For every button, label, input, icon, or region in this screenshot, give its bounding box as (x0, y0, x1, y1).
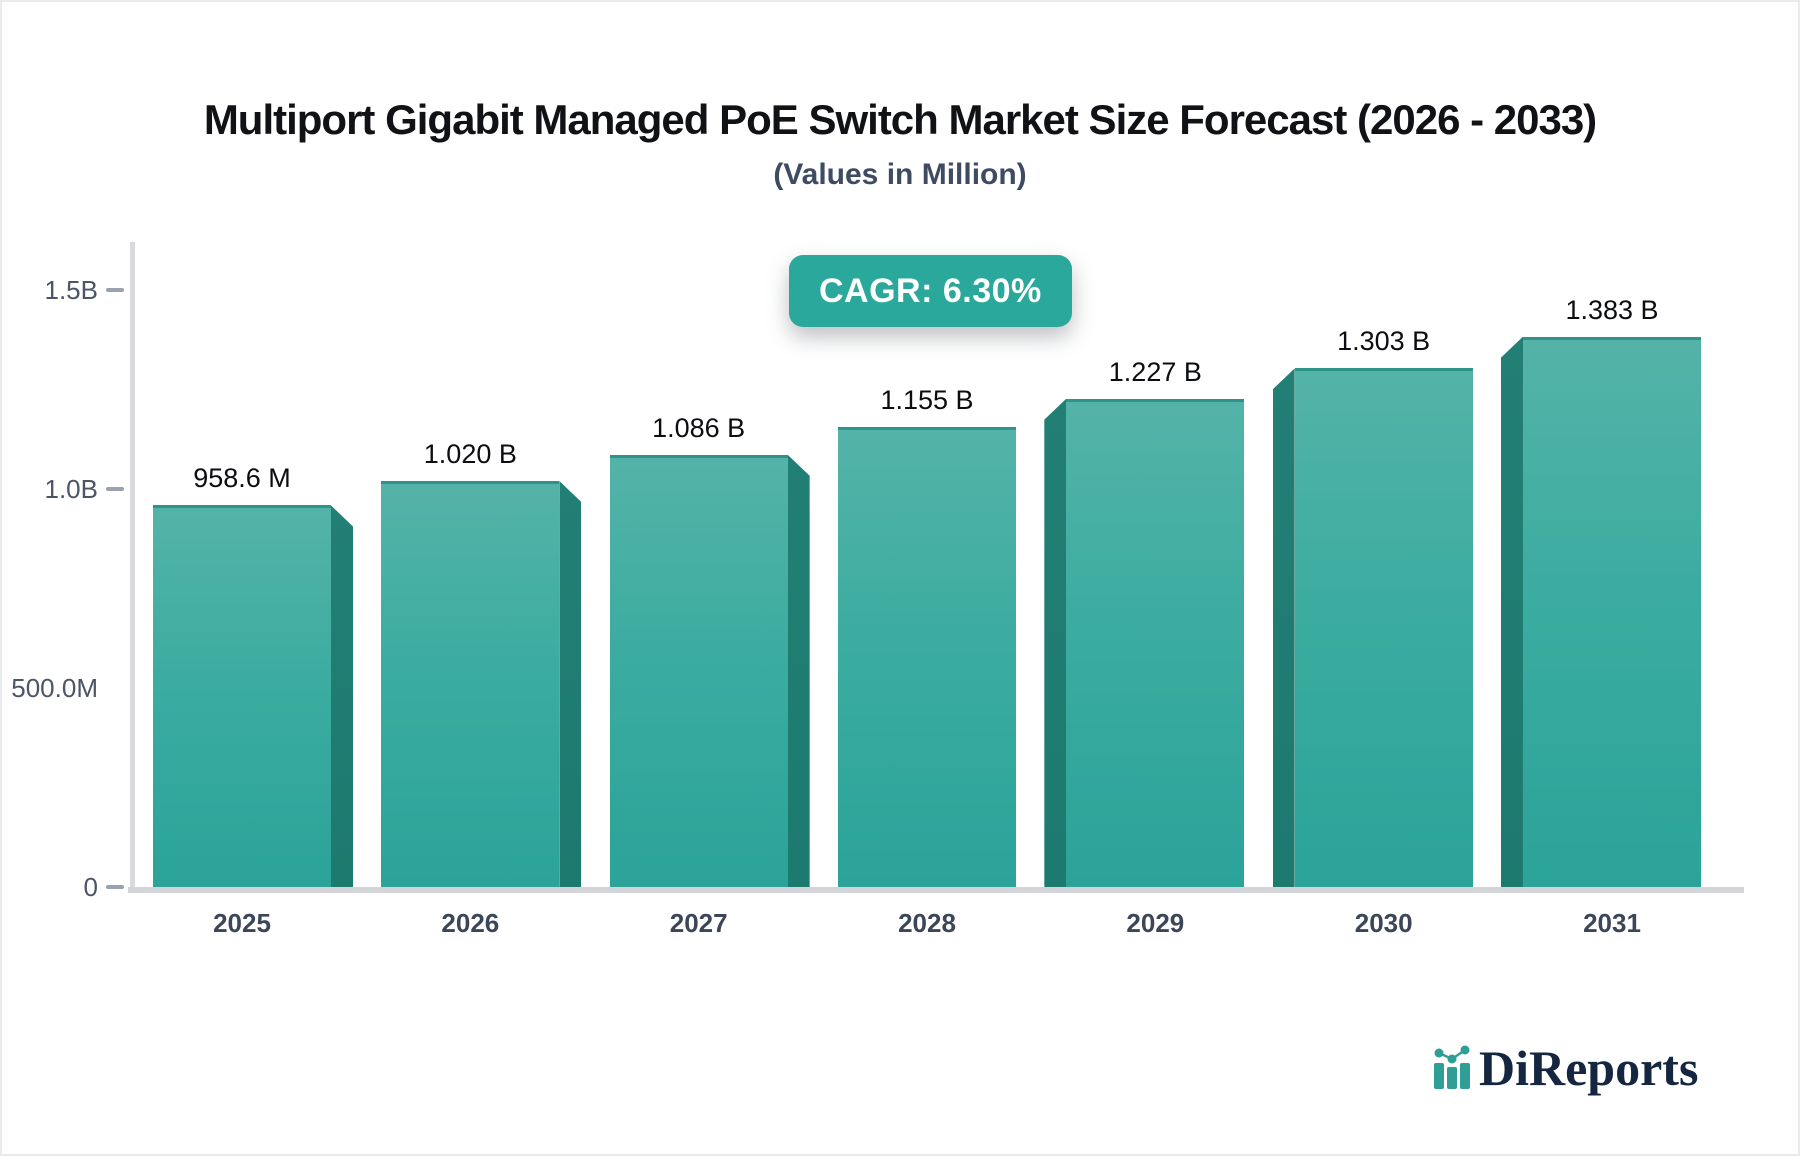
y-axis-tick (106, 885, 124, 889)
bar-side-2031 (1500, 336, 1523, 887)
x-axis-label: 2030 (1354, 908, 1413, 938)
y-axis-line (130, 242, 135, 893)
x-axis-label: 2026 (441, 908, 500, 938)
bar-value-label: 1.383 B (1565, 294, 1659, 325)
bar-2030 (1294, 368, 1473, 887)
x-axis-label: 2031 (1583, 908, 1641, 938)
bar-2031 (1522, 336, 1701, 887)
y-axis-tick (106, 487, 124, 491)
x-axis-label: 2029 (1126, 908, 1185, 938)
y-axis-label: 1.0B (44, 474, 99, 504)
bar-2028 (837, 427, 1016, 887)
direports-logo: DiReports (1432, 1040, 1698, 1096)
y-axis-tick (106, 288, 124, 292)
x-axis-line (128, 887, 1744, 893)
cagr-badge: CAGR: 6.30% (789, 255, 1072, 327)
bar-2027 (609, 454, 788, 887)
bar-2025 (153, 505, 331, 887)
bar-side-2027 (787, 454, 810, 887)
bar-value-label: 1.155 B (880, 385, 974, 416)
bar-value-label: 1.086 B (652, 412, 746, 443)
cagr-badge-label: CAGR: 6.30% (819, 271, 1042, 310)
bar-value-label: 958.6 M (193, 463, 291, 494)
x-axis-label: 2028 (898, 908, 956, 938)
chart-title: Multiport Gigabit Managed PoE Switch Mar… (203, 96, 1597, 143)
y-axis-label: 0 (83, 872, 98, 902)
bar-value-label: 1.020 B (423, 439, 517, 470)
chart-subtitle: (Values in Million) (773, 158, 1027, 191)
y-axis-label: 500.0M (11, 673, 98, 703)
direports-logo-icon (1434, 1045, 1470, 1089)
x-axis-label: 2027 (669, 908, 728, 938)
bar-2029 (1066, 398, 1245, 887)
x-axis-label: 2025 (213, 908, 271, 938)
bar-side-2026 (559, 481, 582, 887)
bar-side-2029 (1044, 398, 1067, 887)
bar-side-2025 (331, 505, 353, 887)
bar-side-2030 (1272, 368, 1295, 887)
direports-logo-text: DiReports (1479, 1040, 1699, 1096)
y-axis-label: 1.5B (44, 275, 99, 305)
bar-value-label: 1.227 B (1108, 356, 1202, 387)
bar-2026 (381, 481, 560, 887)
bar-value-label: 1.303 B (1337, 326, 1431, 357)
